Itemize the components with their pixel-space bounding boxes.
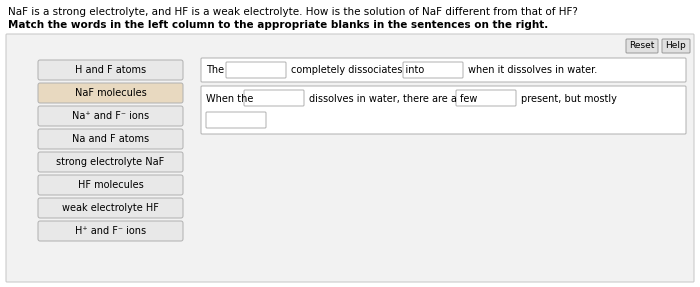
FancyBboxPatch shape [626,39,658,53]
Text: H⁺ and F⁻ ions: H⁺ and F⁻ ions [75,226,146,236]
Text: completely dissociates into: completely dissociates into [291,65,424,75]
FancyBboxPatch shape [662,39,690,53]
FancyBboxPatch shape [206,112,266,128]
Text: weak electrolyte HF: weak electrolyte HF [62,203,159,213]
Text: Help: Help [666,42,687,51]
FancyBboxPatch shape [38,60,183,80]
FancyBboxPatch shape [38,221,183,241]
Text: dissolves in water, there are a few: dissolves in water, there are a few [309,94,477,104]
FancyBboxPatch shape [244,90,304,106]
Text: strong electrolyte NaF: strong electrolyte NaF [57,157,164,167]
Text: NaF molecules: NaF molecules [75,88,146,98]
Text: When the: When the [206,94,253,104]
Text: Na⁺ and F⁻ ions: Na⁺ and F⁻ ions [72,111,149,121]
FancyBboxPatch shape [38,152,183,172]
FancyBboxPatch shape [403,62,463,78]
Text: Match the words in the left column to the appropriate blanks in the sentences on: Match the words in the left column to th… [8,20,548,30]
FancyBboxPatch shape [6,34,694,282]
Text: HF molecules: HF molecules [78,180,144,190]
FancyBboxPatch shape [38,83,183,103]
Text: The: The [206,65,224,75]
Text: Na and F atoms: Na and F atoms [72,134,149,144]
FancyBboxPatch shape [201,86,686,134]
Text: present, but mostly: present, but mostly [521,94,617,104]
Text: NaF is a strong electrolyte, and HF is a weak electrolyte. How is the solution o: NaF is a strong electrolyte, and HF is a… [8,7,578,17]
FancyBboxPatch shape [456,90,516,106]
FancyBboxPatch shape [201,58,686,82]
FancyBboxPatch shape [226,62,286,78]
FancyBboxPatch shape [38,106,183,126]
Text: Reset: Reset [629,42,655,51]
FancyBboxPatch shape [38,175,183,195]
Text: when it dissolves in water.: when it dissolves in water. [468,65,597,75]
FancyBboxPatch shape [38,129,183,149]
FancyBboxPatch shape [38,198,183,218]
Text: H and F atoms: H and F atoms [75,65,146,75]
